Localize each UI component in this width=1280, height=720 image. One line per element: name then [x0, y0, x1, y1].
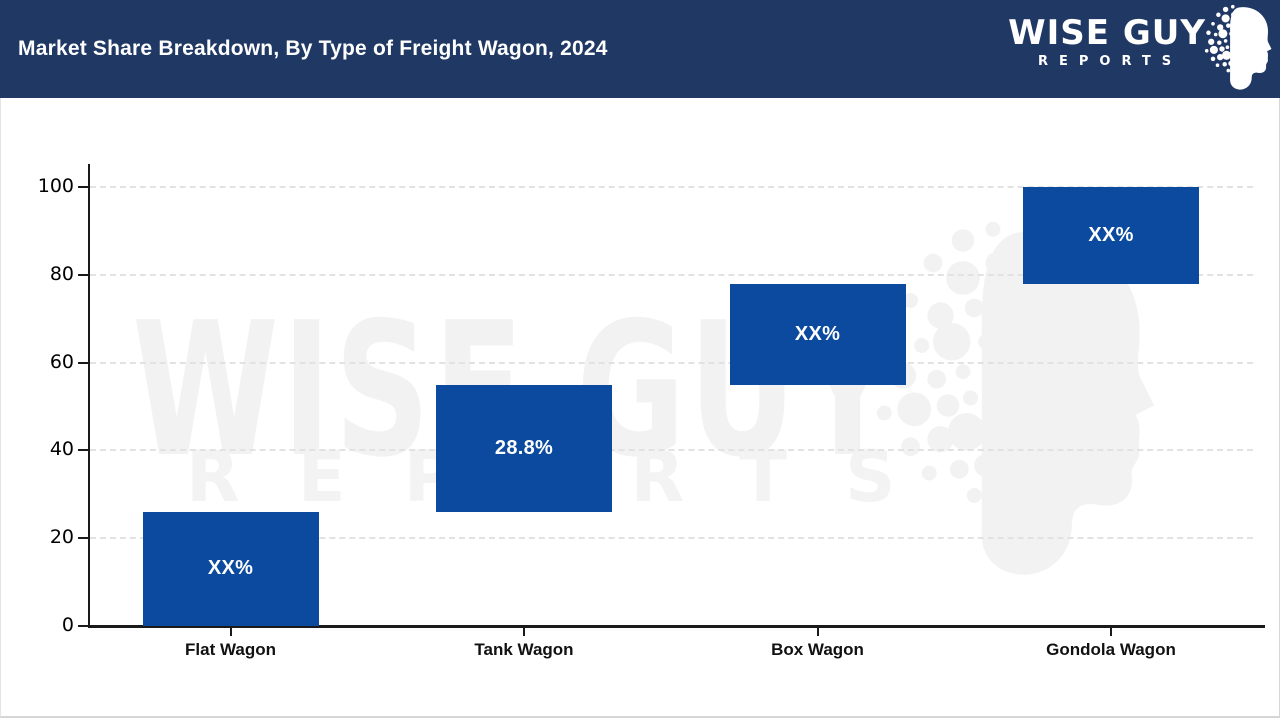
y-tick-mark [78, 537, 88, 540]
gridline [90, 186, 1253, 188]
y-tick-mark [78, 361, 88, 364]
x-category-label: Tank Wagon [474, 640, 574, 659]
watermark-face-icon [876, 221, 1155, 575]
y-tick-mark [78, 273, 88, 276]
bar-segment: XX% [1023, 187, 1199, 284]
x-category-label: Flat Wagon [185, 640, 276, 659]
y-tick-label: 0 [61, 614, 74, 636]
x-axis-line [88, 625, 1265, 628]
y-tick-label: 40 [49, 438, 74, 461]
y-tick-label: 60 [49, 350, 74, 373]
bar-segment: 28.8% [436, 385, 612, 512]
y-tick-label: 100 [37, 175, 74, 197]
gridline [90, 537, 1253, 540]
y-tick-mark [78, 625, 88, 627]
wiseguy-logo: WISE GUY REPORTS [1008, 13, 1206, 69]
gridline [90, 449, 1253, 452]
bar-value-label: 28.8% [494, 437, 554, 460]
x-tick-mark [523, 628, 525, 636]
x-tick-mark [1110, 628, 1112, 636]
x-tick-mark [229, 628, 232, 636]
bar-segment: XX% [142, 511, 319, 626]
logo-text-wiseguy: WISE GUY [1008, 13, 1206, 53]
bar-segment: XX% [729, 283, 906, 386]
x-category-label: Gondola Wagon [1046, 640, 1176, 659]
bar-value-label: XX% [794, 323, 841, 345]
bar-value-label: XX% [1088, 223, 1134, 246]
header-banner: Market Share Breakdown, By Type of Freig… [0, 0, 1280, 98]
gridline [90, 273, 1253, 276]
wiseguy-face-icon [1204, 4, 1272, 90]
y-axis-line [88, 164, 90, 628]
x-tick-mark [816, 628, 819, 636]
logo-text-reports: REPORTS [1038, 53, 1183, 69]
chart-title: Market Share Breakdown, By Type of Freig… [18, 37, 608, 60]
y-tick-label: 20 [49, 526, 74, 549]
gridline [90, 361, 1253, 364]
x-category-label: Box Wagon [771, 640, 864, 659]
y-tick-mark [78, 186, 88, 188]
y-tick-label: 80 [49, 262, 74, 285]
y-tick-mark [78, 449, 88, 452]
bar-value-label: XX% [207, 557, 254, 580]
